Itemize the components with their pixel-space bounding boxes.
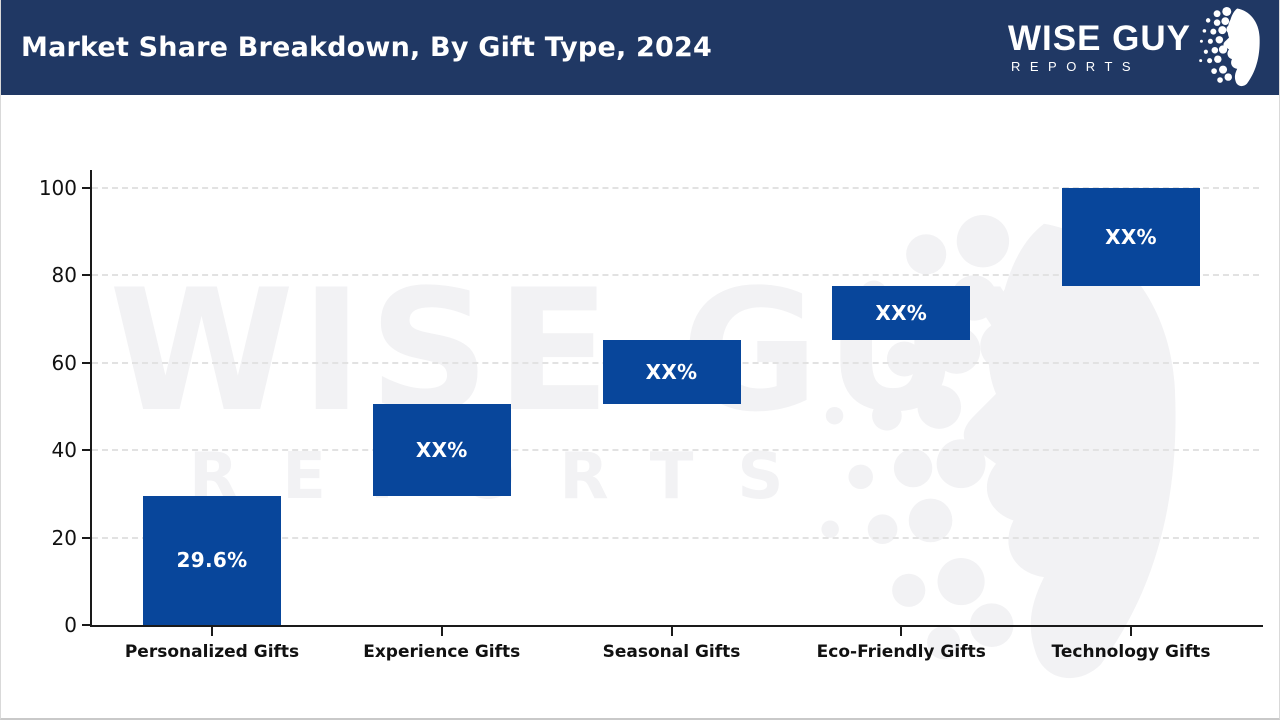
x-axis-category-label: Personalized Gifts bbox=[124, 642, 300, 662]
x-axis-tick bbox=[211, 627, 213, 636]
bar-value-label: XX% bbox=[645, 359, 698, 384]
bar-value-label: XX% bbox=[875, 301, 928, 326]
bar-value-label: XX% bbox=[415, 437, 468, 462]
plot-area: 0 20 40 60 80 100 29.6% Personalized Gifts XX% Ex… bbox=[1, 95, 1279, 718]
bar-value-label: XX% bbox=[1105, 224, 1157, 249]
y-axis-tick bbox=[82, 449, 91, 451]
y-axis-tick-label: 80 bbox=[51, 263, 77, 287]
bar-segment: XX% bbox=[602, 340, 741, 404]
x-axis-tick bbox=[440, 627, 443, 636]
x-axis-category-label: Experience Gifts bbox=[363, 642, 521, 662]
report-header: Market Share Breakdown, By Gift Type, 20… bbox=[1, 0, 1279, 95]
chart-area: WISE GUY REPORTS 02040608010029.6%Person… bbox=[1, 95, 1279, 718]
y-axis-tick bbox=[82, 361, 91, 364]
y-axis-tick-label: 0 bbox=[64, 613, 77, 637]
y-axis-tick bbox=[82, 536, 91, 539]
y-gridline bbox=[92, 449, 1259, 451]
y-axis-tick bbox=[82, 186, 91, 189]
x-axis-category-label: Technology Gifts bbox=[1051, 642, 1211, 662]
y-axis-line bbox=[90, 170, 92, 627]
bar-value-label: 29.6% bbox=[176, 548, 248, 573]
x-axis-tick bbox=[670, 627, 673, 636]
y-axis-tick-label: 100 bbox=[38, 175, 77, 200]
wiseguy-logo: WISE GUY REPORTS bbox=[1008, 6, 1265, 89]
wiseguy-head-icon bbox=[1199, 6, 1260, 86]
x-axis-category-label: Eco-Friendly Gifts bbox=[816, 642, 986, 662]
x-axis-line bbox=[90, 625, 1263, 627]
y-axis-tick bbox=[82, 274, 91, 276]
x-axis-tick bbox=[1130, 627, 1132, 636]
wiseguy-logo-text: WISE GUY REPORTS bbox=[1008, 21, 1191, 74]
y-axis-tick bbox=[82, 624, 91, 626]
bar-segment: XX% bbox=[832, 285, 971, 341]
page-title: Market Share Breakdown, By Gift Type, 20… bbox=[21, 32, 712, 63]
y-gridline bbox=[92, 186, 1259, 189]
y-axis-tick-label: 60 bbox=[51, 350, 77, 375]
wiseguy-logo-subname: REPORTS bbox=[1010, 59, 1141, 74]
y-gridline bbox=[92, 274, 1259, 276]
y-axis-tick-label: 40 bbox=[51, 438, 77, 462]
x-axis-category-label: Seasonal Gifts bbox=[602, 642, 741, 662]
bar-segment: 29.6% bbox=[143, 495, 281, 625]
bar-segment: XX% bbox=[1062, 187, 1200, 286]
x-axis-tick bbox=[900, 627, 903, 636]
y-axis-tick-label: 20 bbox=[51, 525, 77, 550]
bar-segment: XX% bbox=[372, 403, 511, 496]
y-gridline bbox=[92, 536, 1259, 539]
wiseguy-logo-name: WISE GUY bbox=[1007, 19, 1191, 58]
